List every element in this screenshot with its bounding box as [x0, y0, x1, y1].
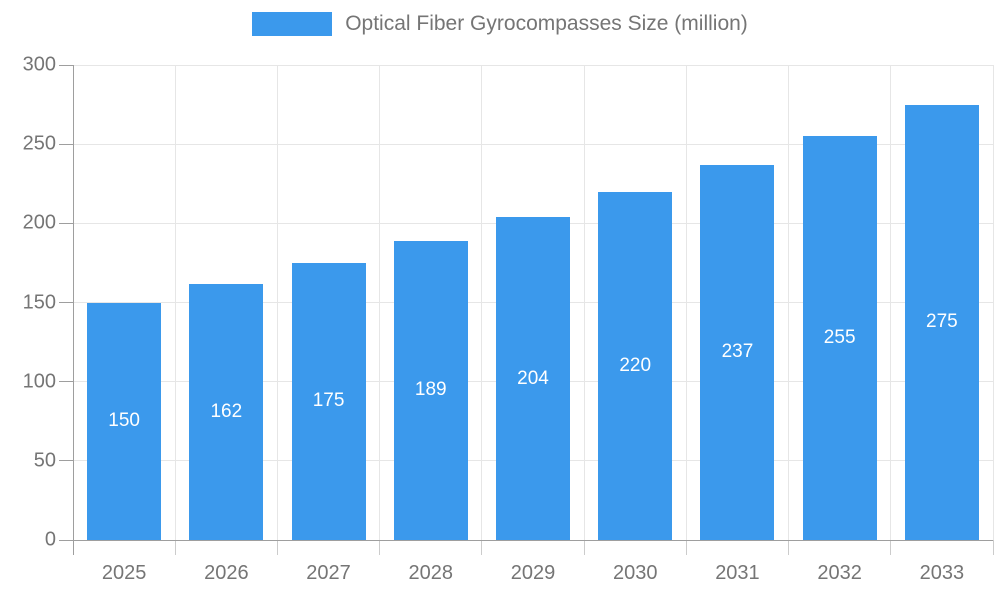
y-axis-label: 0	[44, 528, 56, 551]
x-axis-label: 2030	[612, 562, 658, 584]
x-axis-label: 2033	[919, 562, 965, 584]
y-axis-tick	[59, 302, 73, 303]
x-axis-tick	[890, 540, 892, 555]
y-axis-tick	[59, 381, 73, 383]
x-axis-tick	[379, 540, 381, 555]
bar[interactable]	[904, 104, 979, 540]
horizontal-gridline	[73, 143, 993, 145]
bar[interactable]	[87, 302, 162, 540]
legend[interactable]: Optical Fiber Gyrocompasses Size (millio…	[0, 12, 1000, 36]
horizontal-gridline	[73, 64, 993, 66]
x-axis-tick	[992, 540, 994, 555]
x-axis-label: 2026	[204, 562, 249, 584]
y-axis-label: 100	[22, 370, 56, 393]
x-axis-label: 2027	[306, 562, 351, 584]
y-axis-line	[72, 65, 74, 555]
y-axis-label: 200	[22, 211, 56, 234]
x-axis-tick	[788, 540, 790, 555]
bar[interactable]	[291, 262, 366, 540]
x-axis-tick	[174, 540, 176, 555]
x-axis-tick	[481, 540, 483, 555]
x-axis-label: 2025	[101, 562, 147, 584]
bar-value-label: 275	[926, 311, 958, 333]
legend-swatch	[252, 12, 333, 36]
y-axis-tick	[59, 64, 73, 66]
x-axis-label: 2032	[817, 562, 862, 584]
bar-value-label: 175	[312, 390, 345, 412]
bar-value-label: 255	[823, 327, 856, 349]
legend-label: Optical Fiber Gyrocompasses Size (millio…	[345, 12, 748, 35]
bar-value-label: 162	[210, 400, 243, 422]
bar[interactable]	[802, 136, 877, 540]
x-axis-tick	[583, 540, 585, 555]
x-axis-label: 2031	[715, 562, 760, 584]
x-axis-tick	[276, 540, 278, 555]
y-axis-tick	[59, 222, 73, 224]
bar[interactable]	[496, 217, 570, 540]
bar-value-label: 189	[414, 379, 447, 401]
bar[interactable]	[598, 191, 673, 540]
x-axis-line	[59, 539, 993, 541]
bar-value-label: 220	[619, 354, 652, 376]
x-axis-label: 2028	[408, 562, 454, 584]
bar[interactable]	[700, 164, 775, 540]
bar-value-label: 237	[721, 341, 754, 363]
bar[interactable]	[393, 240, 468, 540]
y-axis-label: 50	[33, 449, 56, 472]
x-axis-tick	[685, 540, 687, 555]
bar[interactable]	[189, 283, 264, 540]
y-axis-tick	[59, 460, 73, 462]
vertical-gridline	[992, 65, 994, 540]
y-axis-tick	[59, 143, 73, 145]
y-axis-label: 300	[22, 53, 56, 76]
bar-value-label: 204	[517, 367, 549, 389]
y-axis-label: 250	[22, 132, 56, 155]
y-axis-label: 150	[22, 291, 56, 313]
bar-value-label: 150	[108, 410, 140, 432]
x-axis-label: 2029	[510, 562, 556, 584]
